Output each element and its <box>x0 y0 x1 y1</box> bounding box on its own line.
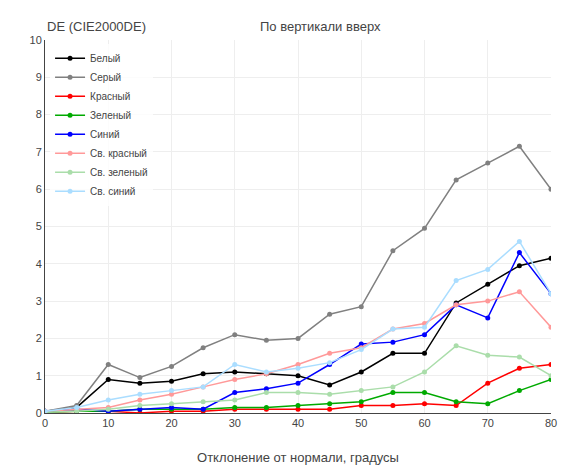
svg-text:3: 3 <box>36 295 42 307</box>
svg-text:Красный: Красный <box>90 91 130 102</box>
svg-text:1: 1 <box>36 370 42 382</box>
svg-text:8: 8 <box>36 108 42 120</box>
svg-text:6: 6 <box>36 183 42 195</box>
svg-text:10: 10 <box>102 417 114 429</box>
svg-text:2: 2 <box>36 332 42 344</box>
svg-text:4: 4 <box>36 258 42 270</box>
svg-text:Св. зеленый: Св. зеленый <box>90 167 148 178</box>
svg-text:60: 60 <box>418 417 430 429</box>
svg-text:80: 80 <box>545 417 557 429</box>
svg-text:По вертикали вверх: По вертикали вверх <box>260 19 381 34</box>
svg-text:70: 70 <box>482 417 494 429</box>
svg-text:40: 40 <box>292 417 304 429</box>
svg-text:50: 50 <box>355 417 367 429</box>
svg-text:Зеленый: Зеленый <box>90 110 131 121</box>
svg-text:30: 30 <box>229 417 241 429</box>
svg-text:Св. красный: Св. красный <box>90 148 147 159</box>
svg-text:5: 5 <box>36 220 42 232</box>
svg-text:0: 0 <box>36 407 42 419</box>
svg-text:10: 10 <box>30 34 42 46</box>
svg-text:7: 7 <box>36 146 42 158</box>
svg-text:9: 9 <box>36 71 42 83</box>
svg-text:Отклонение от нормали, градусы: Отклонение от нормали, градусы <box>197 450 399 465</box>
svg-text:20: 20 <box>165 417 177 429</box>
svg-text:Св. синий: Св. синий <box>90 186 135 197</box>
svg-text:0: 0 <box>42 417 48 429</box>
svg-text:Серый: Серый <box>90 72 121 83</box>
svg-text:Синий: Синий <box>90 129 120 140</box>
svg-text:DE (CIE2000DE): DE (CIE2000DE) <box>47 19 146 34</box>
svg-text:Белый: Белый <box>90 53 120 64</box>
